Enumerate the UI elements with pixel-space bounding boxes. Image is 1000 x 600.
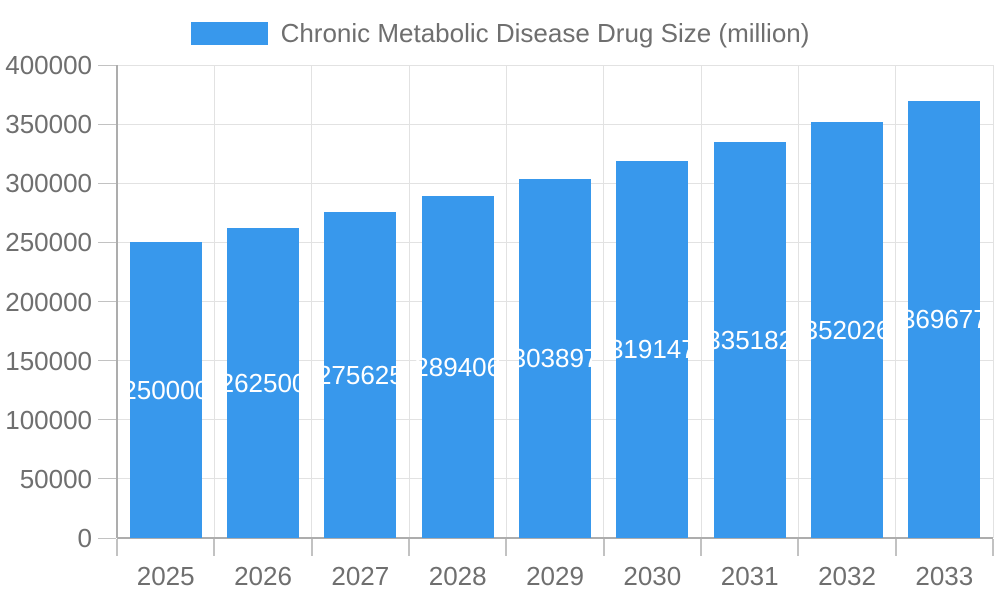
bar-2028[interactable] [421,195,494,538]
x-axis-label-2029: 2029 [526,561,584,591]
bar-2031[interactable] [713,141,786,538]
vertical-gridline [895,65,897,538]
vertical-gridline [797,65,799,538]
vertical-gridline [505,65,507,538]
x-tick-mark [505,539,508,556]
y-axis-tick-label: 300000 [5,168,92,199]
x-tick-mark [310,539,313,556]
x-tick-mark [797,539,800,556]
y-tick-mark [98,64,116,66]
x-axis-label-2026: 2026 [234,561,292,591]
y-axis-tick-label: 400000 [5,50,92,80]
y-axis-line [116,65,118,538]
legend-item[interactable]: Chronic Metabolic Disease Drug Size (mil… [0,18,1000,49]
x-tick-mark [213,539,216,556]
x-tick-mark [116,539,118,556]
bar-2027[interactable] [324,212,397,538]
x-axis-label-2030: 2030 [623,561,682,591]
vertical-gridline [311,65,313,538]
y-axis-tick-label: 250000 [5,227,92,258]
y-tick-mark [98,360,116,362]
x-tick-mark [602,539,605,556]
y-axis-tick-label: 50000 [19,463,92,494]
x-axis-label-2032: 2032 [818,561,876,591]
bar-2030[interactable] [616,160,689,538]
vertical-gridline [603,65,605,538]
x-axis-label-2025: 2025 [136,561,195,591]
y-tick-mark [98,419,116,421]
horizontal-gridline [117,64,993,66]
x-axis-label-2028: 2028 [428,561,487,591]
y-tick-mark [98,182,116,184]
bar-2025[interactable] [129,242,202,538]
x-axis-label-2027: 2027 [331,561,390,591]
vertical-gridline [992,65,994,538]
x-axis-label-2031: 2031 [720,561,779,591]
x-axis-line [117,537,993,539]
y-axis-tick-label: 350000 [5,109,92,140]
y-tick-mark [98,537,116,539]
vertical-gridline [213,65,215,538]
bar-2029[interactable] [519,178,591,538]
y-tick-mark [98,123,116,125]
y-axis-tick-label: 200000 [5,286,92,317]
horizontal-gridline [117,123,993,125]
y-tick-mark [98,478,116,480]
y-axis-tick-label: 0 [77,523,92,553]
vertical-gridline [408,65,410,538]
bar-2026[interactable] [227,227,299,538]
legend-label: Chronic Metabolic Disease Drug Size (mil… [280,18,810,48]
x-tick-mark [700,539,702,556]
vertical-gridline [700,65,702,538]
x-axis-label-2033: 2033 [915,561,974,591]
bar-2033[interactable] [908,100,981,538]
y-axis-tick-label: 150000 [5,345,92,376]
x-tick-mark [992,539,994,556]
y-axis-tick-label: 100000 [5,404,92,435]
x-tick-mark [408,539,410,556]
bar-2032[interactable] [811,121,883,538]
x-tick-mark [894,539,897,556]
y-tick-mark [98,301,116,302]
legend-swatch [190,22,268,45]
y-tick-mark [98,241,116,243]
